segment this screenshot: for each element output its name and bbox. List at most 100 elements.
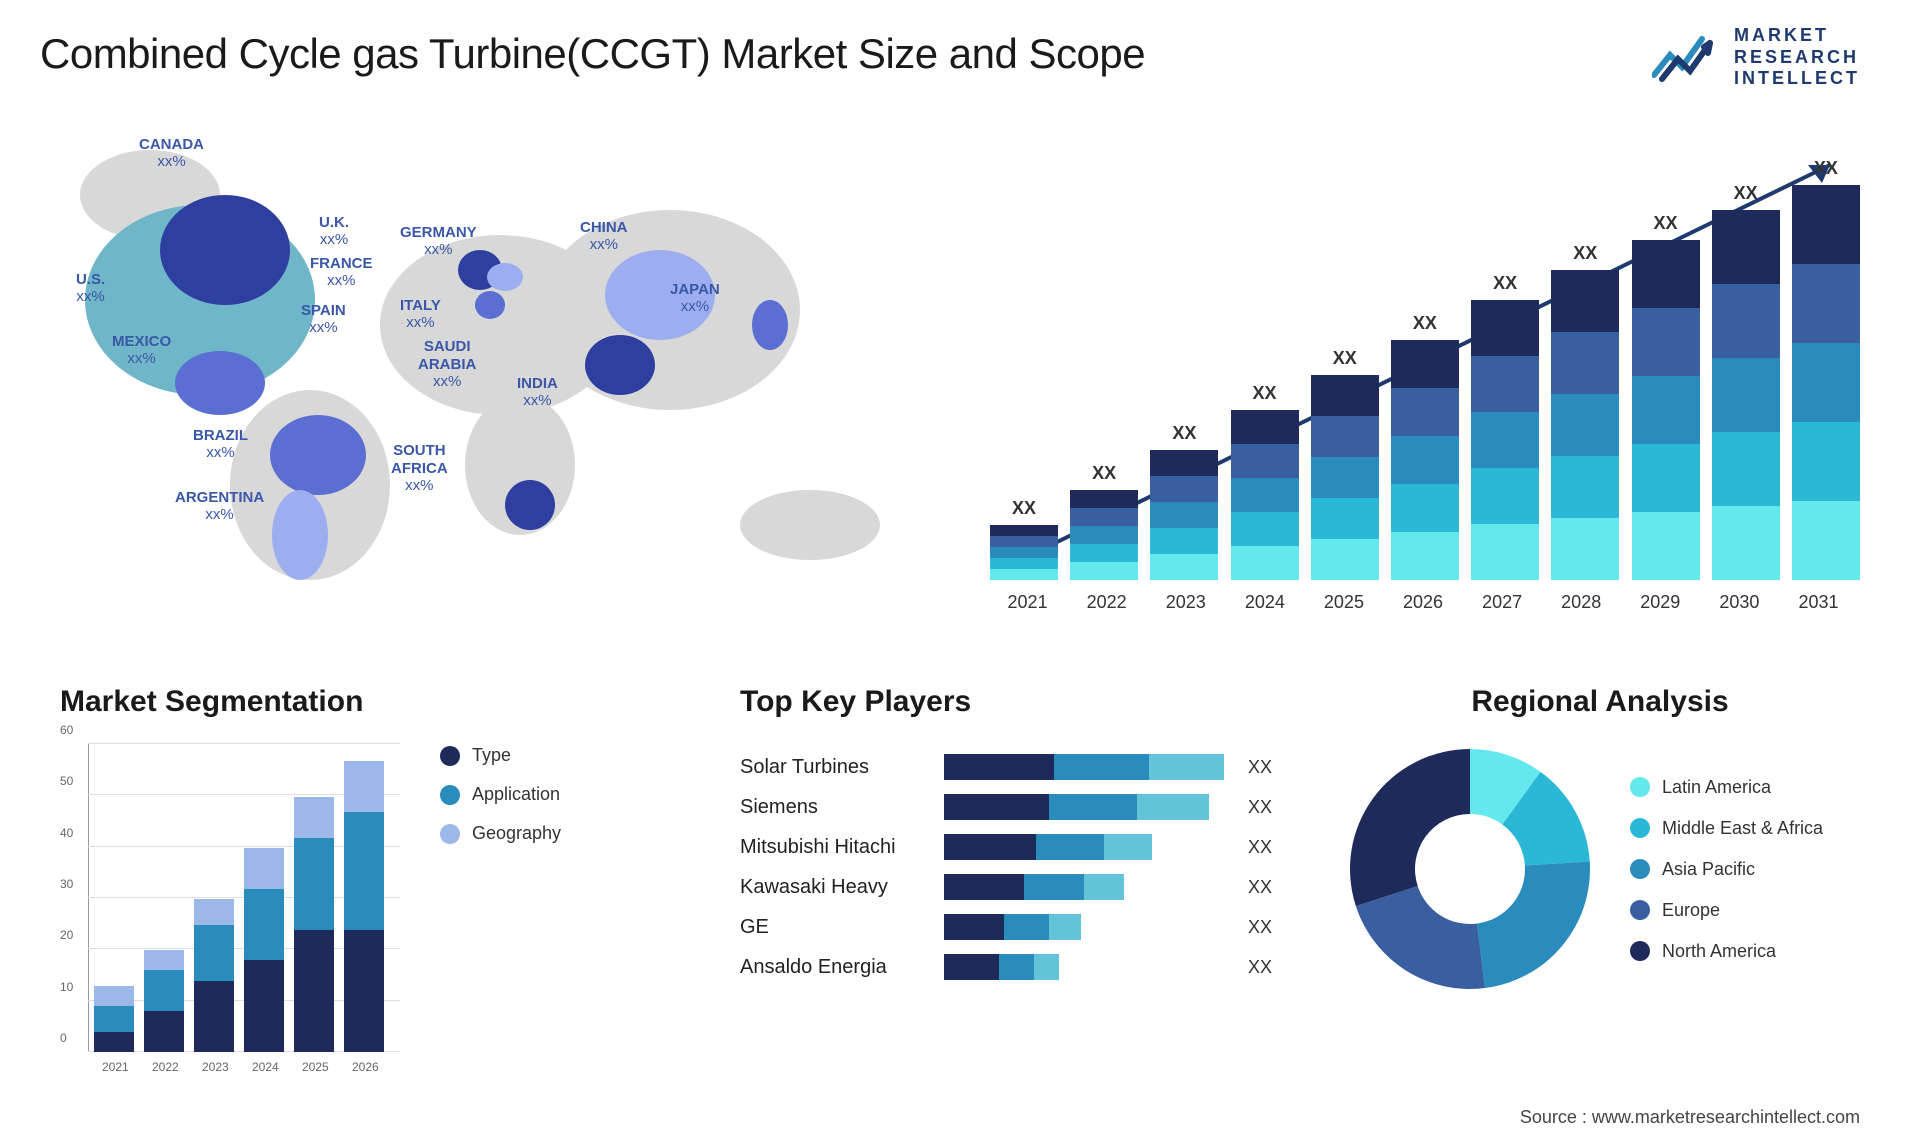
kp-bar-seg (1024, 874, 1084, 900)
map-label-india: INDIAxx% (517, 375, 558, 410)
kp-bar-seg (1084, 874, 1124, 900)
main-bar-seg (1231, 512, 1299, 546)
map-label-china: CHINAxx% (580, 219, 628, 254)
main-bar-seg (1471, 524, 1539, 580)
kp-bar-seg (999, 954, 1034, 980)
kp-bar-seg (944, 754, 1054, 780)
seg-bar-2022 (144, 950, 184, 1052)
main-bar-value-label: XX (1573, 243, 1597, 264)
legend-dot-icon (1630, 941, 1650, 961)
main-bar-seg (1632, 444, 1700, 512)
map-label-canada: CANADAxx% (139, 136, 204, 171)
segmentation-panel: Market Segmentation 0102030405060 202120… (60, 685, 630, 1074)
seg-bar-segment (244, 889, 284, 960)
map-label-japan: JAPANxx% (670, 281, 720, 316)
seg-bar-segment (244, 960, 284, 1052)
seg-ytick-label: 30 (60, 877, 73, 891)
seg-bar-2024 (244, 848, 284, 1052)
main-bar-seg (1632, 308, 1700, 376)
legend-label: Latin America (1662, 777, 1771, 798)
main-bar-seg (1311, 498, 1379, 539)
kp-label: Siemens (740, 796, 930, 819)
kp-bar-seg (1036, 834, 1104, 860)
main-bar-value-label: XX (1092, 463, 1116, 484)
main-bar-seg (1792, 422, 1860, 501)
kp-bar-seg (944, 954, 999, 980)
seg-bar-segment (194, 981, 234, 1052)
seg-bar-segment (144, 970, 184, 1011)
main-bar-seg (1792, 343, 1860, 422)
legend-dot-icon (1630, 859, 1650, 879)
seg-xtick-label: 2022 (152, 1060, 179, 1074)
main-bar-year-label: 2028 (1561, 592, 1601, 613)
main-bar-seg (1551, 394, 1619, 456)
kp-bar (944, 834, 1234, 860)
kp-bar-seg (944, 794, 1049, 820)
seg-ytick-label: 40 (60, 826, 73, 840)
seg-legend-item: Type (440, 745, 561, 766)
page-title: Combined Cycle gas Turbine(CCGT) Market … (40, 30, 1145, 78)
main-bar-2022: XX (1070, 463, 1138, 580)
key-players-panel: Top Key Players Solar TurbinesXXSiemensX… (740, 685, 1300, 980)
main-bar-2025: XX (1311, 348, 1379, 580)
kp-value-label: XX (1248, 917, 1272, 938)
segmentation-yaxis (88, 744, 89, 1052)
main-bar-seg (1712, 210, 1780, 284)
seg-bar-segment (294, 930, 334, 1052)
kp-row: Mitsubishi HitachiXX (740, 834, 1300, 860)
main-bar-2031: XX (1792, 158, 1860, 580)
legend-dot-icon (1630, 777, 1650, 797)
seg-ytick-label: 20 (60, 928, 73, 942)
main-bar-seg (1231, 410, 1299, 444)
seg-ytick-label: 60 (60, 723, 73, 737)
main-bar-seg (990, 558, 1058, 569)
source-text: Source : www.marketresearchintellect.com (1520, 1107, 1860, 1128)
legend-label: Asia Pacific (1662, 859, 1755, 880)
kp-bar (944, 754, 1234, 780)
main-bar-year-label: 2029 (1640, 592, 1680, 613)
legend-dot-icon (440, 746, 460, 766)
kp-bar-seg (1104, 834, 1152, 860)
main-bar-seg (1471, 468, 1539, 524)
main-bar-year-label: 2025 (1324, 592, 1364, 613)
kp-bar-seg (1049, 794, 1137, 820)
main-bar-seg (1792, 501, 1860, 580)
seg-bar-segment (294, 797, 334, 838)
logo-line-3: INTELLECT (1734, 68, 1860, 90)
map-label-italy: ITALYxx% (400, 297, 441, 332)
world-map-icon (50, 135, 930, 625)
kp-bar (944, 794, 1234, 820)
seg-xtick-label: 2023 (202, 1060, 229, 1074)
seg-bar-segment (144, 950, 184, 970)
seg-xtick-label: 2026 (352, 1060, 379, 1074)
regional-legend-item: Middle East & Africa (1630, 818, 1823, 839)
seg-bar-segment (144, 1011, 184, 1052)
seg-bar-2025 (294, 797, 334, 1052)
main-bar-seg (1150, 476, 1218, 502)
main-bar-value-label: XX (1253, 383, 1277, 404)
main-bar-seg (1632, 376, 1700, 444)
main-bar-year-label: 2022 (1087, 592, 1127, 613)
seg-bar-segment (94, 1006, 134, 1032)
segmentation-title: Market Segmentation (60, 685, 630, 719)
main-bar-seg (1471, 356, 1539, 412)
market-size-chart: XXXXXXXXXXXXXXXXXXXXXX 20212022202320242… (990, 145, 1860, 615)
seg-xtick-label: 2025 (302, 1060, 329, 1074)
main-bar-seg (990, 547, 1058, 558)
key-players-title: Top Key Players (740, 685, 1300, 719)
seg-bar-segment (344, 930, 384, 1052)
regional-donut-chart (1340, 739, 1600, 999)
kp-value-label: XX (1248, 877, 1272, 898)
regional-legend-item: Asia Pacific (1630, 859, 1823, 880)
segmentation-legend: TypeApplicationGeography (440, 745, 561, 844)
kp-bar-seg (1049, 914, 1081, 940)
main-bar-seg (1712, 506, 1780, 580)
map-label-south-africa: SOUTHAFRICAxx% (391, 442, 448, 494)
legend-label: Europe (1662, 900, 1720, 921)
kp-bar (944, 874, 1234, 900)
main-bar-seg (1150, 450, 1218, 476)
legend-dot-icon (1630, 900, 1650, 920)
seg-xtick-label: 2024 (252, 1060, 279, 1074)
seg-bar-2026 (344, 761, 384, 1052)
kp-bar (944, 914, 1234, 940)
